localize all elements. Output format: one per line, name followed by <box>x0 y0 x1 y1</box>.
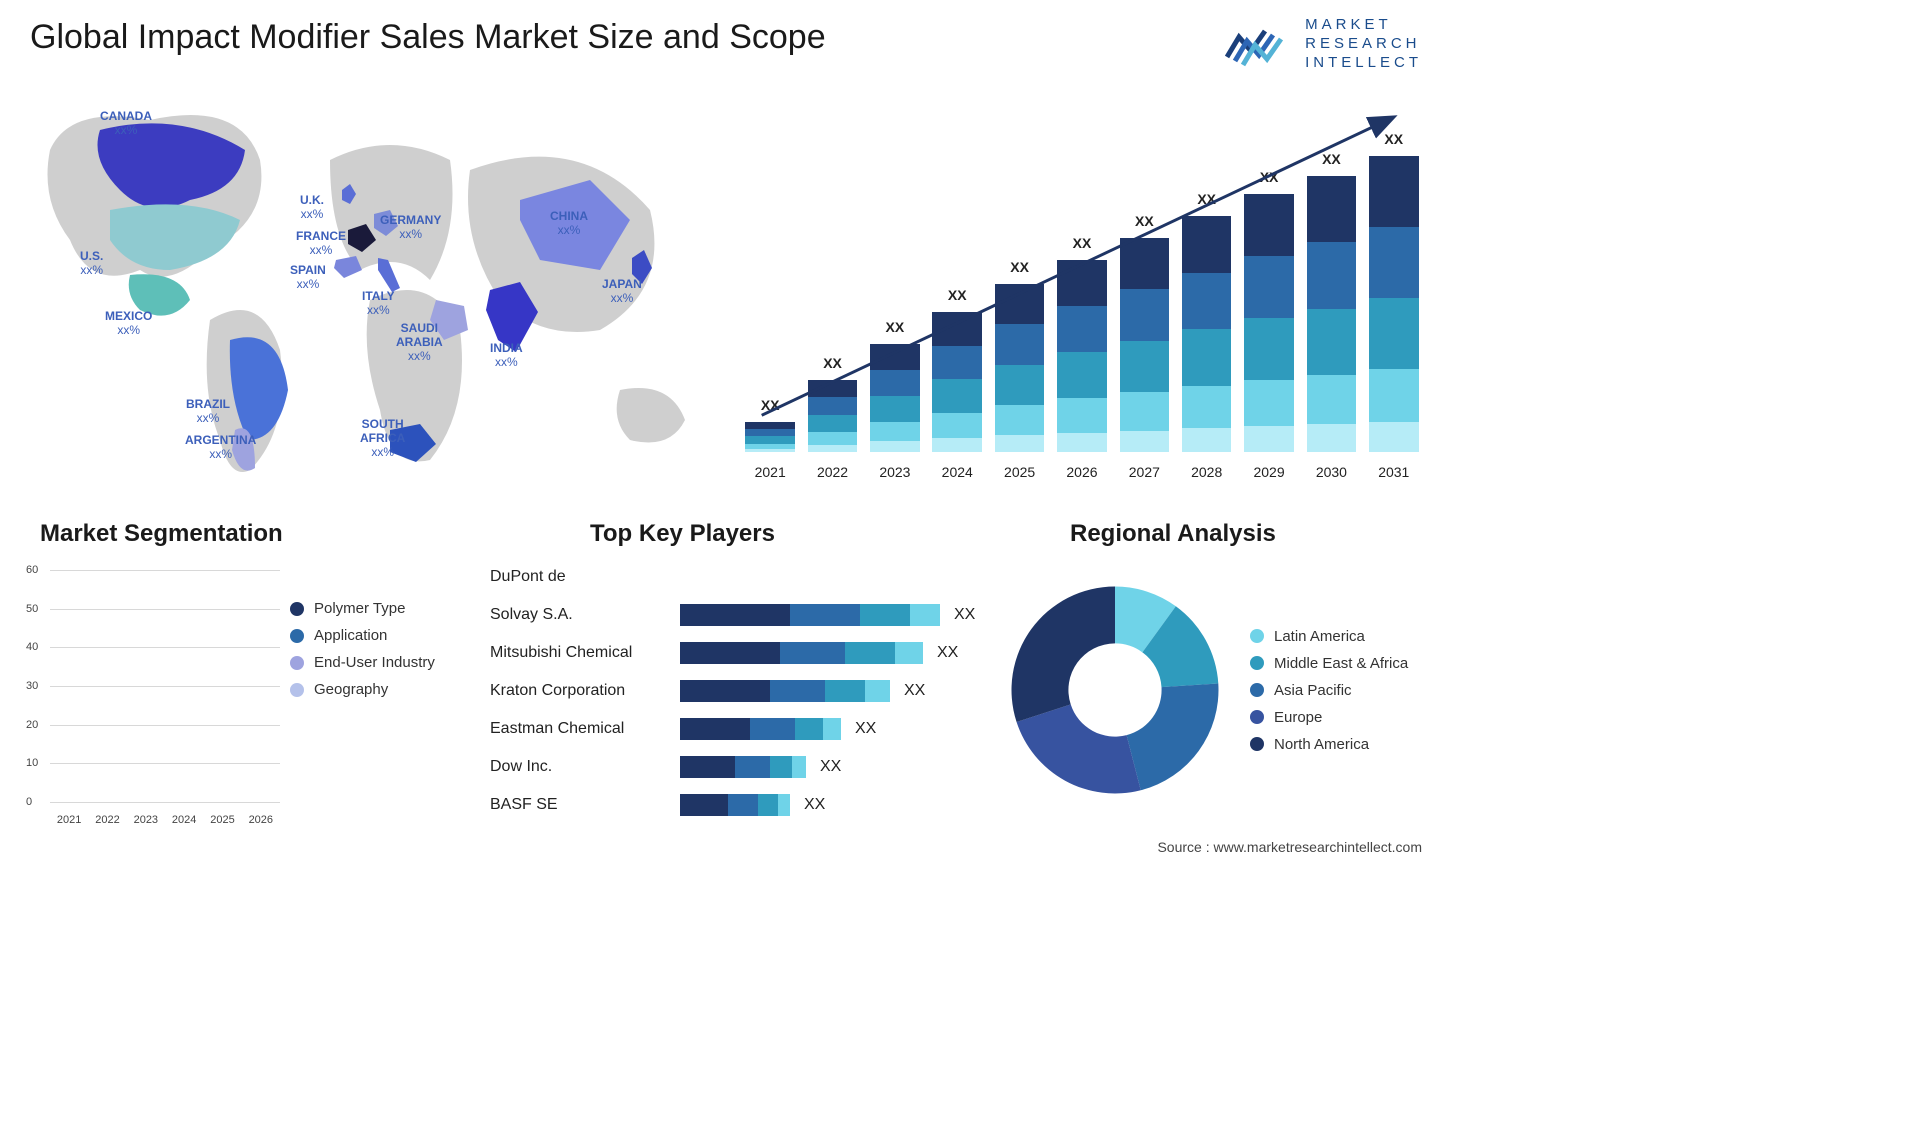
growth-bar: XX <box>1054 260 1110 452</box>
growth-bar-year: 2021 <box>742 464 798 480</box>
key-player-row: Kraton Corporation XX <box>490 674 980 708</box>
segmentation-legend: Polymer Type Application End-User Industry… <box>290 590 435 708</box>
segmentation-heading: Market Segmentation <box>40 520 283 548</box>
map-label: ITALYxx% <box>362 290 395 318</box>
map-label: U.S.xx% <box>80 250 103 278</box>
map-label: CANADAxx% <box>100 110 152 138</box>
key-player-value: XX <box>855 720 876 738</box>
segmentation-chart: 0 10 20 30 40 50 60 2021 2022 2023 2024 2025 2026 <box>20 560 280 830</box>
key-player-row: BASF SE XX <box>490 788 980 822</box>
map-label: SAUDIARABIAxx% <box>396 322 443 363</box>
page-title: Global Impact Modifier Sales Market Size… <box>30 18 826 57</box>
seg-year: 2021 <box>57 814 81 826</box>
key-player-name: Eastman Chemical <box>490 720 680 738</box>
regional-legend-item: North America <box>1250 736 1408 753</box>
growth-bar-year: 2029 <box>1241 464 1297 480</box>
key-player-name: Kraton Corporation <box>490 682 680 700</box>
seg-year: 2022 <box>95 814 119 826</box>
map-label: BRAZILxx% <box>186 398 230 426</box>
seg-ytick: 20 <box>26 719 38 731</box>
key-player-row: Mitsubishi Chemical XX <box>490 636 980 670</box>
seg-ytick: 30 <box>26 680 38 692</box>
key-player-name: Dow Inc. <box>490 758 680 776</box>
key-player-row: DuPont de <box>490 560 980 594</box>
growth-bar: XX <box>929 312 985 452</box>
growth-bar: XX <box>804 380 860 452</box>
growth-bar: XX <box>1241 194 1297 452</box>
map-label: INDIAxx% <box>490 342 523 370</box>
key-player-name: Mitsubishi Chemical <box>490 644 680 662</box>
growth-bar: XX <box>1116 238 1172 452</box>
map-label: GERMANYxx% <box>380 214 441 242</box>
growth-bar-year: 2022 <box>804 464 860 480</box>
growth-bar: XX <box>1303 176 1359 452</box>
seg-ytick: 10 <box>26 757 38 769</box>
growth-bar-year: 2023 <box>867 464 923 480</box>
seg-ytick: 0 <box>26 796 32 808</box>
donut-slice <box>1127 684 1219 791</box>
regional-legend-item: Latin America <box>1250 628 1408 645</box>
seg-legend-item: End-User Industry <box>290 654 435 671</box>
regional-legend-item: Asia Pacific <box>1250 682 1408 699</box>
growth-bar-year: 2031 <box>1366 464 1422 480</box>
map-label: U.K.xx% <box>300 194 324 222</box>
regional-heading: Regional Analysis <box>1070 520 1276 548</box>
seg-legend-item: Polymer Type <box>290 600 435 617</box>
seg-year: 2023 <box>134 814 158 826</box>
donut-slice <box>1012 587 1116 722</box>
map-label: CHINAxx% <box>550 210 588 238</box>
growth-bar: XX <box>1366 156 1422 452</box>
key-player-value: XX <box>820 758 841 776</box>
growth-bar-year: 2025 <box>991 464 1047 480</box>
seg-legend-item: Application <box>290 627 435 644</box>
key-player-value: XX <box>954 606 975 624</box>
growth-bar-year: 2030 <box>1303 464 1359 480</box>
regional-legend: Latin America Middle East & Africa Asia Pa… <box>1250 618 1408 763</box>
brand-logo: MARKET RESEARCH INTELLECT <box>1225 16 1422 72</box>
map-label: FRANCExx% <box>296 230 346 258</box>
growth-bar-year: 2026 <box>1054 464 1110 480</box>
map-label: JAPANxx% <box>602 278 642 306</box>
seg-year: 2026 <box>249 814 273 826</box>
key-player-row: Dow Inc. XX <box>490 750 980 784</box>
growth-bar-year: 2027 <box>1116 464 1172 480</box>
growth-bar-chart: XXXXXXXXXXXXXXXXXXXXXX 20212022202320242… <box>742 100 1422 480</box>
seg-ytick: 60 <box>26 564 38 576</box>
key-player-value: XX <box>937 644 958 662</box>
map-label: SPAINxx% <box>290 264 326 292</box>
key-player-name: Solvay S.A. <box>490 606 680 624</box>
regional-donut: Latin America Middle East & Africa Asia Pa… <box>1000 560 1430 820</box>
growth-bar-year: 2028 <box>1179 464 1235 480</box>
seg-ytick: 50 <box>26 603 38 615</box>
donut-slice <box>1017 704 1141 793</box>
key-player-row: Eastman Chemical XX <box>490 712 980 746</box>
map-label: ARGENTINAxx% <box>185 434 256 462</box>
logo-mark-icon <box>1225 21 1295 67</box>
source-attribution: Source : www.marketresearchintellect.com <box>1157 839 1422 855</box>
key-players-heading: Top Key Players <box>590 520 775 548</box>
seg-ytick: 40 <box>26 641 38 653</box>
key-player-name: BASF SE <box>490 796 680 814</box>
seg-legend-item: Geography <box>290 681 435 698</box>
key-players-chart: DuPont deSolvay S.A.XXMitsubishi Chemica… <box>490 556 980 826</box>
logo-text-2: RESEARCH <box>1305 35 1422 54</box>
key-player-value: XX <box>904 682 925 700</box>
growth-bar-year: 2024 <box>929 464 985 480</box>
logo-text-1: MARKET <box>1305 16 1422 35</box>
map-label: SOUTHAFRICAxx% <box>360 418 405 459</box>
growth-bar: XX <box>867 344 923 452</box>
regional-legend-item: Middle East & Africa <box>1250 655 1408 672</box>
seg-year: 2025 <box>210 814 234 826</box>
key-player-row: Solvay S.A. XX <box>490 598 980 632</box>
seg-year: 2024 <box>172 814 196 826</box>
growth-bar: XX <box>1179 216 1235 452</box>
regional-legend-item: Europe <box>1250 709 1408 726</box>
map-label: MEXICOxx% <box>105 310 152 338</box>
key-player-name: DuPont de <box>490 568 680 586</box>
growth-bar: XX <box>742 422 798 452</box>
key-player-value: XX <box>804 796 825 814</box>
world-map: CANADAxx% U.S.xx% MEXICOxx% BRAZILxx% ARGENT… <box>30 90 710 490</box>
growth-bar: XX <box>991 284 1047 452</box>
logo-text-3: INTELLECT <box>1305 54 1422 73</box>
